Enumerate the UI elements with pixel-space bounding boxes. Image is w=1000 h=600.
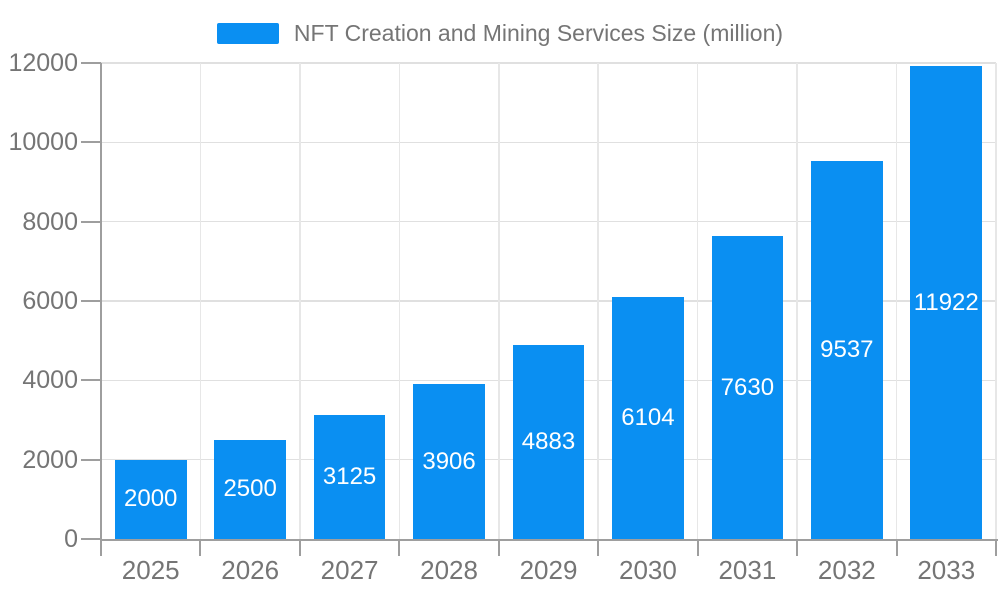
v-gridline [696,63,699,539]
v-gridline [498,63,500,539]
x-axis-tick [298,540,301,556]
bar[interactable]: 7630 [711,236,784,539]
y-axis-label: 2000 [22,445,78,474]
y-axis-tick [81,220,101,223]
bar-value-label: 6104 [621,403,675,431]
x-axis-label: 2032 [817,555,876,585]
bar[interactable]: 2000 [114,459,187,539]
x-axis-tick [398,540,401,556]
bar[interactable]: 3125 [313,415,386,539]
y-axis-label: 12000 [8,49,78,77]
x-axis-label: 2028 [420,555,478,585]
x-axis-tick [995,540,997,556]
bar-value-label: 3125 [322,463,377,491]
h-gridline [101,62,996,64]
x-axis-label: 2030 [619,555,677,585]
bar-value-label: 3906 [422,447,476,475]
y-axis-tick [81,538,101,540]
bar-value-label: 9537 [820,335,874,363]
v-gridline [895,63,898,539]
y-axis-tick [81,62,101,64]
v-gridline [995,63,997,539]
plot-area: 2000 2500 3125 3906 4883 6104 7630 9537 11922 [100,62,998,541]
y-axis-line [100,63,102,539]
h-gridline [101,220,996,223]
x-axis-line [100,539,998,541]
v-gridline [796,63,798,539]
bar-value-label: 11922 [913,288,979,316]
x-axis-tick [696,540,699,556]
y-axis-label: 4000 [22,366,78,395]
x-axis-label: 2027 [320,555,379,585]
bar-value-label: 4883 [521,428,576,456]
x-axis-tick [497,540,500,556]
v-gridline [199,63,202,539]
x-axis-tick [597,540,600,556]
x-axis-label: 2026 [221,555,280,585]
y-axis-label: 10000 [8,128,78,157]
bar-value-label: 2500 [223,475,277,503]
legend: NFT Creation and Mining Services Size (m… [0,20,1000,46]
h-gridline [101,300,996,302]
bar[interactable]: 3906 [413,384,485,539]
bar-value-label: 7630 [720,373,775,401]
bar[interactable]: 4883 [512,345,585,539]
x-axis-label: 2031 [718,555,777,585]
x-axis-tick [895,540,898,556]
legend-label: NFT Creation and Mining Services Size (m… [293,19,784,46]
y-axis-label: 0 [64,525,78,553]
x-axis-label: 2025 [121,555,180,585]
v-gridline [299,63,301,539]
x-axis-label: 2029 [519,555,578,585]
legend-item[interactable]: NFT Creation and Mining Services Size (m… [216,19,784,47]
bar[interactable]: 9537 [811,160,883,539]
x-axis-label: 2033 [917,555,976,585]
bar-value-label: 2000 [124,485,178,513]
y-axis-tick [81,300,101,302]
y-axis-tick [81,141,101,144]
bar[interactable]: 6104 [612,296,684,539]
x-axis-tick [796,540,799,556]
h-gridline [101,141,996,144]
legend-swatch-icon [216,22,279,44]
x-axis-tick [100,540,102,556]
x-axis-tick [199,540,202,556]
y-axis-tick [81,458,101,461]
v-gridline [398,63,401,539]
bar[interactable]: 11922 [910,66,983,539]
v-gridline [597,63,599,539]
y-axis-label: 6000 [22,287,78,315]
bar[interactable]: 2500 [214,439,286,539]
y-axis-label: 8000 [22,207,78,236]
y-axis-tick [81,379,101,382]
